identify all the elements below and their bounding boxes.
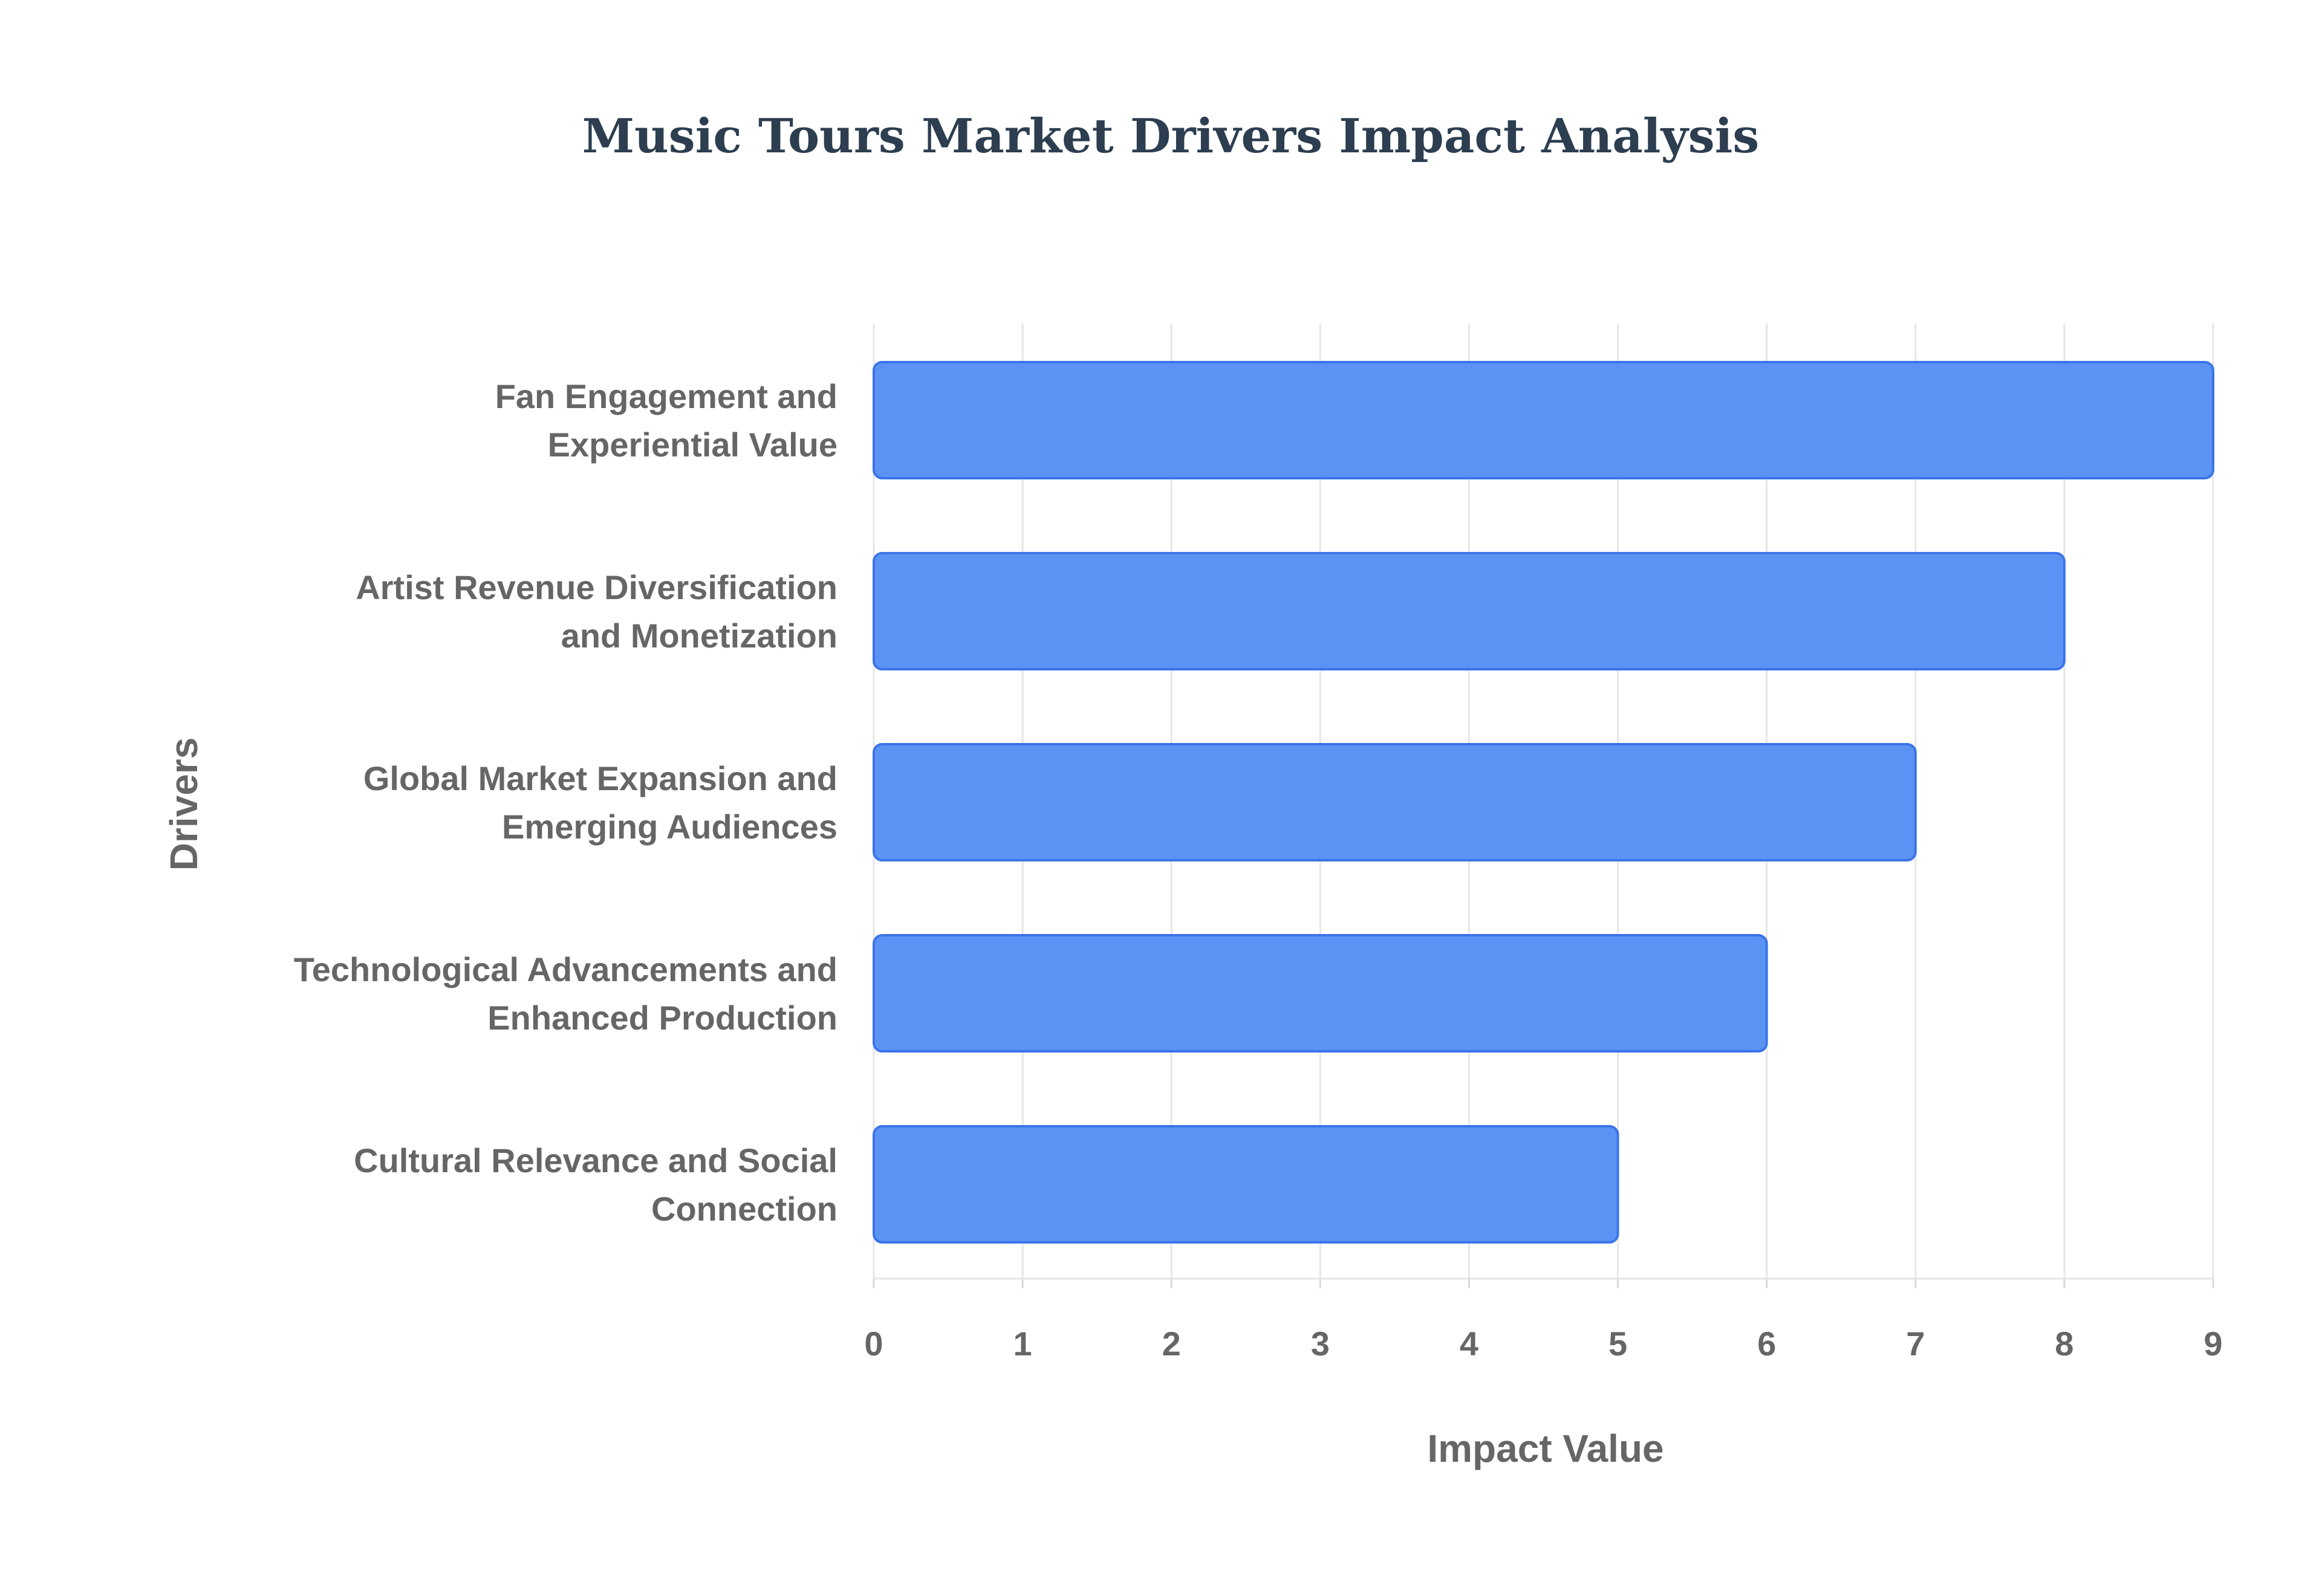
bars (873, 361, 2214, 1244)
category-label-line: Emerging Audiences (502, 808, 837, 846)
x-tick-label-7: 7 (1906, 1325, 1925, 1363)
category-label-line: Connection (651, 1190, 837, 1228)
category-label-1: Fan Engagement and Experiential Value (495, 377, 837, 464)
category-label-5: Cultural Relevance and Social Connection (354, 1141, 837, 1228)
category-label-line: Cultural Relevance and Social (354, 1141, 837, 1179)
bar-1 (873, 361, 2214, 479)
category-label-line: Global Market Expansion and (363, 759, 837, 797)
category-label-line: and Monetization (561, 617, 837, 655)
bar-5 (873, 1125, 1619, 1244)
x-tick-label-8: 8 (2055, 1325, 2073, 1363)
bar-4 (873, 934, 1768, 1053)
x-tick-label-1: 1 (1013, 1325, 1032, 1363)
x-tick-label-0: 0 (864, 1325, 883, 1363)
chart-title: Music Tours Market Drivers Impact Analys… (582, 109, 1760, 164)
x-axis-title: Impact Value (1427, 1427, 1663, 1470)
x-tick-label-3: 3 (1311, 1325, 1330, 1363)
category-label-line: Experiential Value (548, 426, 837, 464)
category-label-line: Artist Revenue Diversification (356, 568, 837, 606)
category-label-4: Technological Advancements and Enhanced P… (294, 950, 837, 1037)
category-label-line: Enhanced Production (487, 999, 837, 1037)
category-label-line: Fan Engagement and (495, 377, 837, 415)
x-tick-label-5: 5 (1608, 1325, 1627, 1363)
y-axis-category-labels: Fan Engagement and Experiential Value Arti… (294, 377, 837, 1228)
y-axis-title: Drivers (162, 738, 206, 871)
x-axis: 0 1 2 3 4 5 6 7 8 9 (864, 1277, 2223, 1363)
x-tick-label-6: 6 (1757, 1325, 1776, 1363)
x-tick-label-2: 2 (1162, 1325, 1181, 1363)
category-label-2: Artist Revenue Diversification and Moneti… (356, 568, 837, 655)
category-label-line: Technological Advancements and (294, 950, 837, 988)
bar-3 (873, 743, 1917, 861)
category-label-3: Global Market Expansion and Emerging Audi… (363, 759, 837, 846)
bar-2 (873, 552, 2066, 670)
x-tick-label-9: 9 (2203, 1325, 2222, 1363)
x-tick-label-4: 4 (1460, 1325, 1478, 1363)
